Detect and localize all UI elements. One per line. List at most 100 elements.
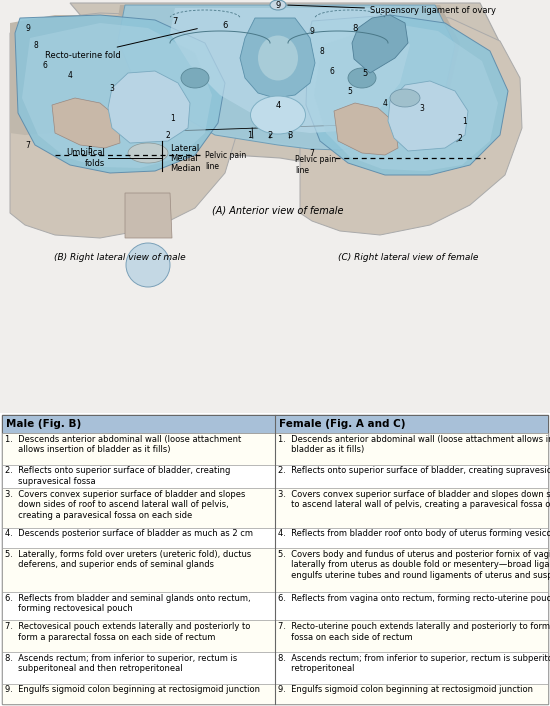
- Text: Pelvic pain
line: Pelvic pain line: [205, 151, 246, 171]
- Polygon shape: [306, 15, 508, 175]
- Text: 7: 7: [25, 140, 30, 150]
- Text: Lateral: Lateral: [170, 143, 199, 152]
- Circle shape: [126, 243, 170, 287]
- Text: Medial: Medial: [170, 153, 198, 162]
- Text: 5.  Covers body and fundus of uterus and posterior fornix of vagina; extends
   : 5. Covers body and fundus of uterus and …: [278, 549, 550, 580]
- Text: (C) Right lateral view of female: (C) Right lateral view of female: [338, 253, 478, 262]
- Bar: [2, 415, 275, 433]
- Text: 4.  Descends posterior surface of bladder as much as 2 cm: 4. Descends posterior surface of bladder…: [5, 529, 253, 538]
- Polygon shape: [125, 193, 172, 238]
- Ellipse shape: [258, 35, 298, 80]
- Bar: [2, 621, 275, 652]
- Ellipse shape: [250, 96, 305, 134]
- Text: 2: 2: [458, 133, 463, 143]
- Text: 1: 1: [463, 116, 468, 126]
- Text: 7.  Recto-uterine pouch extends laterally and posteriorly to form a pararectal
 : 7. Recto-uterine pouch extends laterally…: [278, 622, 550, 642]
- Text: 3.  Covers convex superior surface of bladder and slopes
     down sides of roof: 3. Covers convex superior surface of bla…: [5, 490, 245, 520]
- Polygon shape: [15, 15, 225, 173]
- Bar: [275, 652, 548, 683]
- Text: 3: 3: [287, 131, 293, 140]
- Text: 2.  Reflects onto superior surface of bladder, creating
     supravesical fossa: 2. Reflects onto superior surface of bla…: [5, 466, 230, 486]
- Text: 9.  Engulfs sigmoid colon beginning at rectosigmoid junction: 9. Engulfs sigmoid colon beginning at re…: [5, 685, 260, 694]
- Bar: [275, 415, 548, 433]
- Text: 7.  Rectovesical pouch extends laterally and posteriorly to
     form a pararect: 7. Rectovesical pouch extends laterally …: [5, 622, 250, 642]
- Text: 9.  Engulfs sigmoid colon beginning at rectosigmoid junction: 9. Engulfs sigmoid colon beginning at re…: [278, 685, 533, 694]
- Bar: [275, 592, 548, 621]
- Text: 6: 6: [222, 20, 228, 30]
- Polygon shape: [352, 15, 408, 73]
- Text: 7: 7: [172, 16, 178, 25]
- Bar: [2, 683, 275, 704]
- Text: 1: 1: [170, 114, 175, 123]
- Text: Recto-uterine fold: Recto-uterine fold: [45, 29, 197, 59]
- Bar: [2, 465, 275, 488]
- Text: 8: 8: [353, 23, 358, 32]
- Bar: [275, 621, 548, 652]
- Polygon shape: [118, 5, 455, 150]
- Text: 4: 4: [68, 71, 73, 80]
- Ellipse shape: [270, 0, 286, 10]
- Text: 5: 5: [348, 87, 353, 95]
- Text: 1.  Descends anterior abdominal wall (loose attachment
     allows insertion of : 1. Descends anterior abdominal wall (loo…: [5, 434, 241, 454]
- Bar: [2, 488, 275, 527]
- Polygon shape: [10, 13, 240, 238]
- Bar: [2, 652, 275, 683]
- Text: (A) Anterior view of female: (A) Anterior view of female: [212, 205, 344, 215]
- Text: 9: 9: [25, 23, 30, 32]
- Text: 9: 9: [310, 27, 315, 35]
- Text: 9: 9: [276, 1, 280, 9]
- Text: 5.  Laterally, forms fold over ureters (ureteric fold), ductus
     deferens, an: 5. Laterally, forms fold over ureters (u…: [5, 549, 251, 569]
- Text: 2: 2: [166, 131, 170, 140]
- Bar: [2, 527, 275, 548]
- Text: Female (Fig. A and C): Female (Fig. A and C): [279, 419, 405, 429]
- Bar: [275, 527, 548, 548]
- Polygon shape: [170, 8, 410, 133]
- Polygon shape: [52, 98, 120, 148]
- Polygon shape: [108, 71, 190, 143]
- Text: 3: 3: [420, 104, 425, 112]
- Text: Male (Fig. B): Male (Fig. B): [6, 419, 81, 429]
- Bar: [2, 592, 275, 621]
- Ellipse shape: [128, 143, 168, 163]
- Polygon shape: [70, 3, 500, 165]
- Text: Median: Median: [170, 164, 201, 172]
- Polygon shape: [388, 81, 468, 151]
- Text: 6: 6: [42, 61, 47, 69]
- Bar: [275, 548, 548, 592]
- Text: (B) Right lateral view of male: (B) Right lateral view of male: [54, 253, 186, 262]
- Bar: [275, 683, 548, 704]
- Text: 2.  Reflects onto superior surface of bladder, creating supravesical fossa: 2. Reflects onto superior surface of bla…: [278, 466, 550, 475]
- Ellipse shape: [390, 89, 420, 107]
- Polygon shape: [334, 103, 398, 155]
- Ellipse shape: [348, 68, 376, 88]
- Bar: [275, 433, 548, 465]
- Text: 1.  Descends anterior abdominal wall (loose attachment allows insertion of
     : 1. Descends anterior abdominal wall (loo…: [278, 434, 550, 454]
- Text: 3.  Covers convex superior surface of bladder and slopes down sides of roof
    : 3. Covers convex superior surface of bla…: [278, 490, 550, 510]
- Text: 4: 4: [383, 99, 387, 107]
- Text: 8.  Ascends rectum; from inferior to superior, rectum is
     subperitoneal and : 8. Ascends rectum; from inferior to supe…: [5, 654, 237, 674]
- Polygon shape: [10, 15, 140, 135]
- Polygon shape: [22, 23, 212, 168]
- Text: Pelvic pain
line: Pelvic pain line: [295, 155, 336, 175]
- Text: 2: 2: [267, 131, 273, 140]
- Text: 6.  Reflects from bladder and seminal glands onto rectum,
     forming rectovesi: 6. Reflects from bladder and seminal gla…: [5, 594, 251, 614]
- Text: 7: 7: [310, 148, 315, 157]
- Text: 6: 6: [329, 66, 334, 76]
- Polygon shape: [240, 18, 315, 98]
- Polygon shape: [314, 23, 498, 171]
- Text: 4: 4: [276, 100, 280, 109]
- Text: 6.  Reflects from vagina onto rectum, forming recto-uterine pouch: 6. Reflects from vagina onto rectum, for…: [278, 594, 550, 603]
- Text: 1: 1: [248, 131, 252, 140]
- Text: 4.  Reflects from bladder roof onto body of uterus forming vesico-uterine pouch: 4. Reflects from bladder roof onto body …: [278, 529, 550, 538]
- Polygon shape: [115, 5, 460, 148]
- Bar: [275, 465, 548, 488]
- Text: 8.  Ascends rectum; from inferior to superior, rectum is subperitoneal and then
: 8. Ascends rectum; from inferior to supe…: [278, 654, 550, 674]
- Text: 5: 5: [87, 145, 92, 155]
- Ellipse shape: [181, 68, 209, 88]
- Text: 5: 5: [362, 68, 367, 78]
- Text: 8: 8: [320, 47, 324, 56]
- Polygon shape: [300, 13, 522, 235]
- Bar: [275, 488, 548, 527]
- Text: 8: 8: [34, 40, 38, 49]
- Text: Umbilical
folds: Umbilical folds: [66, 148, 105, 168]
